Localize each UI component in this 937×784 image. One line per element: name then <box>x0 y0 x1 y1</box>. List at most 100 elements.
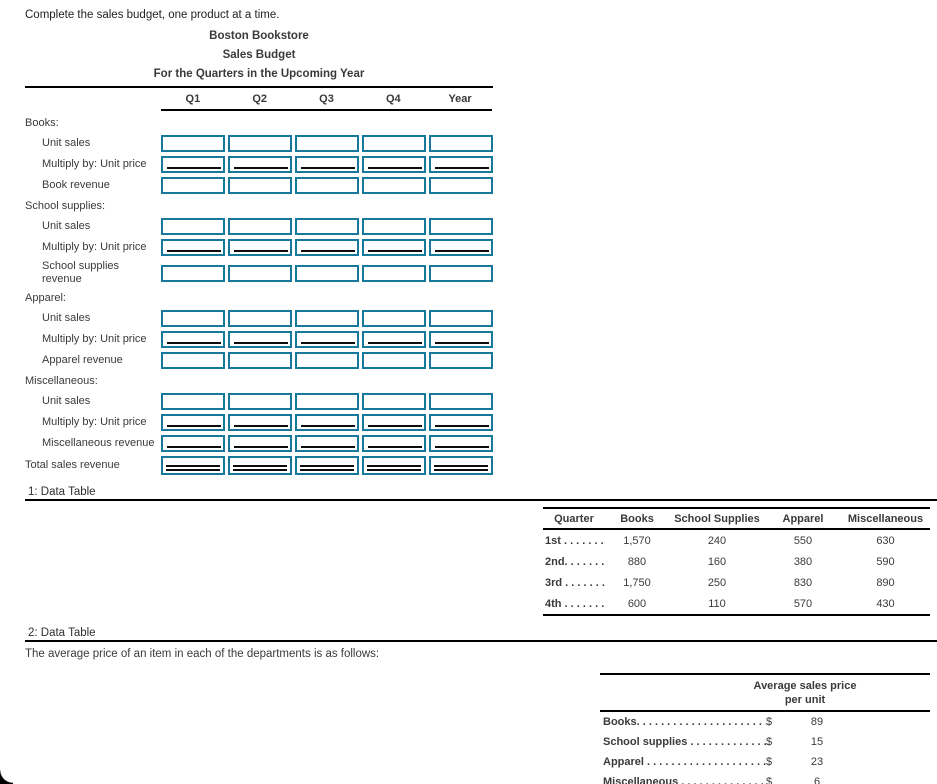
budget-cell-input[interactable] <box>295 393 359 410</box>
budget-cell-input[interactable] <box>161 177 225 194</box>
budget-cell-input[interactable] <box>161 435 225 452</box>
budget-cell-input[interactable] <box>429 456 493 475</box>
books-cell: 880 <box>627 555 647 568</box>
budget-cell-input[interactable] <box>295 218 359 235</box>
budget-cell-input[interactable] <box>228 456 292 475</box>
budget-cell-input[interactable] <box>228 135 292 152</box>
table-row: 3rd . . . . . . . 1,750 250 830 890 <box>543 572 930 593</box>
budget-cell-input[interactable] <box>429 156 493 173</box>
budget-cell-input[interactable] <box>228 414 292 431</box>
budget-cell-input[interactable] <box>295 264 359 282</box>
budget-cell-input[interactable] <box>362 352 426 369</box>
budget-cell-input[interactable] <box>362 456 426 475</box>
budget-cell-input[interactable] <box>161 456 225 475</box>
budget-cell-input[interactable] <box>429 218 493 235</box>
budget-cell-input[interactable] <box>228 239 292 256</box>
budget-cell-input[interactable] <box>228 218 292 235</box>
row-label: Unit sales <box>42 137 91 149</box>
budget-cell-input[interactable] <box>429 135 493 152</box>
school-supplies-cell: 240 <box>707 534 727 547</box>
school-supplies-cell: 110 <box>708 597 726 610</box>
school-supplies-cell: 250 <box>707 576 727 589</box>
budget-cell-input[interactable] <box>161 331 225 348</box>
miscellaneous-cell: 590 <box>876 555 895 568</box>
budget-cell-input[interactable] <box>228 331 292 348</box>
budget-cell-input[interactable] <box>295 310 359 327</box>
budget-cell-input[interactable] <box>295 435 359 452</box>
budget-cell-input[interactable] <box>161 218 225 235</box>
budget-cell-input[interactable] <box>295 331 359 348</box>
data-table-2-header: Average sales price per unit <box>600 675 930 712</box>
budget-cell-input[interactable] <box>161 264 225 282</box>
budget-cell-input[interactable] <box>362 435 426 452</box>
row-label: Multiply by: Unit price <box>42 333 147 345</box>
table-row: Books. . . . . . . . . . . . . . . . . .… <box>600 712 930 732</box>
budget-cell-input[interactable] <box>161 156 225 173</box>
row-label: Multiply by: Unit price <box>42 416 147 428</box>
data-table-1-body: 1st . . . . . . . 1,570 240 550 630 2nd. . . … <box>543 530 930 614</box>
books-cell: 600 <box>627 597 647 610</box>
budget-cell-input[interactable] <box>429 435 493 452</box>
budget-cell-input[interactable] <box>228 310 292 327</box>
budget-cell-input[interactable] <box>161 414 225 431</box>
budget-cell-input[interactable] <box>429 331 493 348</box>
budget-row: Multiply by: Unit price <box>0 239 937 256</box>
statement-period: For the Quarters in the Upcoming Year <box>153 68 365 80</box>
budget-cell-input[interactable] <box>161 239 225 256</box>
budget-cell-input[interactable] <box>161 135 225 152</box>
budget-cell-input[interactable] <box>362 414 426 431</box>
budget-row: Apparel revenue <box>0 352 937 369</box>
budget-cell-input[interactable] <box>362 310 426 327</box>
row-label: Multiply by: Unit price <box>42 158 147 170</box>
data-table-1: Quarter Books School Supplies Apparel Miscel… <box>543 507 930 616</box>
section-label: School supplies: <box>25 200 106 212</box>
budget-cell-input[interactable] <box>429 177 493 194</box>
budget-cell-input[interactable] <box>429 393 493 410</box>
budget-cell-input[interactable] <box>295 352 359 369</box>
price-value: 89 <box>810 716 824 728</box>
budget-cell-input[interactable] <box>295 239 359 256</box>
budget-cell-input[interactable] <box>362 393 426 410</box>
budget-cell-input[interactable] <box>295 456 359 475</box>
column-header: Q3 <box>319 93 334 105</box>
budget-cell-input[interactable] <box>362 177 426 194</box>
budget-cell-input[interactable] <box>362 239 426 256</box>
budget-row: Unit sales <box>0 310 937 327</box>
budget-cell-input[interactable] <box>429 264 493 282</box>
budget-cell-input[interactable] <box>228 352 292 369</box>
budget-cell-input[interactable] <box>429 414 493 431</box>
budget-cell-input[interactable] <box>228 264 292 282</box>
budget-cell-input[interactable] <box>161 310 225 327</box>
budget-cell-input[interactable] <box>228 177 292 194</box>
budget-cell-input[interactable] <box>295 177 359 194</box>
budget-cell-input[interactable] <box>295 414 359 431</box>
budget-cell-input[interactable] <box>362 135 426 152</box>
table1-column-header: School Supplies <box>674 513 760 525</box>
budget-row: Miscellaneous revenue <box>0 435 937 452</box>
budget-cell-input[interactable] <box>362 156 426 173</box>
row-label: Apparel revenue <box>42 354 123 366</box>
budget-cell-input[interactable] <box>429 310 493 327</box>
apparel-cell: 550 <box>793 534 813 547</box>
row-label: Unit sales <box>42 312 91 324</box>
budget-cell-input[interactable] <box>228 156 292 173</box>
quarter-cell: 2nd. . . . . . . <box>545 555 605 568</box>
table-row: 4th . . . . . . . 600 110 570 430 <box>543 593 930 614</box>
budget-row: Multiply by: Unit price <box>0 156 937 173</box>
budget-cell-input[interactable] <box>362 264 426 282</box>
column-header: Q4 <box>385 93 401 105</box>
budget-cell-input[interactable] <box>228 435 292 452</box>
budget-cell-input[interactable] <box>295 135 359 152</box>
currency-symbol: $ <box>766 716 773 728</box>
budget-cell-input[interactable] <box>362 218 426 235</box>
budget-cell-input[interactable] <box>161 352 225 369</box>
data-table-2-body: Books. . . . . . . . . . . . . . . . . .… <box>600 712 930 784</box>
budget-cell-input[interactable] <box>161 393 225 410</box>
currency-symbol: $ <box>766 756 773 768</box>
table-row: 1st . . . . . . . 1,570 240 550 630 <box>543 530 930 551</box>
budget-cell-input[interactable] <box>228 393 292 410</box>
budget-cell-input[interactable] <box>429 352 493 369</box>
budget-cell-input[interactable] <box>429 239 493 256</box>
budget-cell-input[interactable] <box>295 156 359 173</box>
budget-cell-input[interactable] <box>362 331 426 348</box>
